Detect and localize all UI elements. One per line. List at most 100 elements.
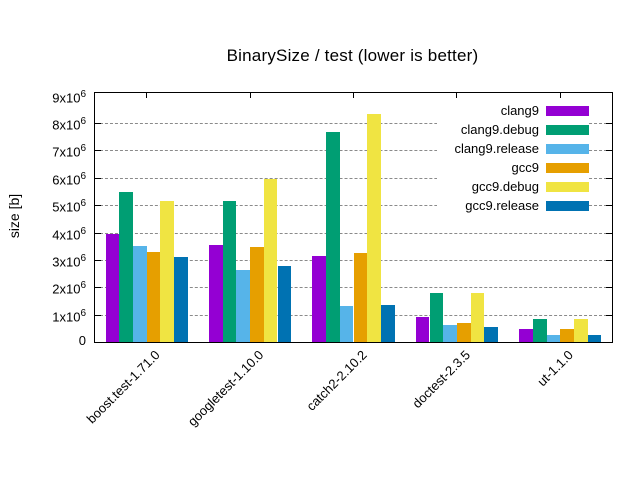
bar-gcc9.release-boost.test-1.71.0 [174,257,188,342]
y-tick-mark [606,177,612,179]
y-tick-label: 2x106 [52,280,86,297]
y-tick-mark [606,259,612,261]
x-tick-mark-top [249,93,251,98]
legend-swatch [546,162,589,173]
y-tick-mark [606,314,612,316]
gridline-5 [95,205,612,207]
legend-swatch [546,200,589,211]
legend-label: clang9 [500,103,539,118]
y-tick-mark [95,259,101,261]
legend-entry-gcc9.debug: gcc9.debug [443,177,589,196]
legend-label: gcc9.release [465,198,539,213]
legend-swatch [546,181,589,192]
plot-area: clang9 clang9.debug clang9.release gcc9 gcc9… [94,92,613,343]
bar-clang9.debug-boost.test-1.71.0 [119,192,133,342]
bar-gcc9-catch2-2.10.2 [353,253,368,342]
legend-label: clang9.release [454,141,539,156]
y-tick-label: 4x106 [52,225,86,242]
legend-swatch [546,105,589,116]
bar-gcc9-boost.test-1.71.0 [146,252,161,342]
y-tick-mark [606,150,612,152]
y-tick-exponent: 6 [80,280,86,292]
y-tick-label: 7x106 [52,143,86,160]
x-tick-mark-top [559,93,561,98]
y-tick-label: 5x106 [52,198,86,215]
y-tick-exponent: 6 [80,170,86,182]
bar-clang9.debug-doctest-2.3.5 [429,293,444,342]
y-tick-mark [606,205,612,207]
bar-gcc9.debug-googletest-1.10.0 [263,178,278,342]
bar-gcc9.debug-boost.test-1.71.0 [160,201,175,342]
bar-clang9-boost.test-1.71.0 [105,233,120,342]
gridline-7 [95,150,612,152]
y-tick-exponent: 6 [80,116,86,128]
y-tick-exponent: 6 [80,198,86,210]
bar-clang9.debug-catch2-2.10.2 [326,132,340,342]
bar-clang9.release-ut-1.1.0 [546,334,561,342]
legend-entry-clang9.debug: clang9.debug [443,120,589,139]
bar-clang9.release-googletest-1.10.0 [236,270,251,342]
bar-gcc9-doctest-2.3.5 [456,322,471,342]
y-tick-exponent: 6 [80,307,86,319]
legend-swatch [546,143,589,154]
y-tick-label: 6x106 [52,170,86,188]
x-tick-mark-top [146,93,148,98]
y-tick-mark [95,232,101,234]
y-tick-label: 3x106 [52,252,86,270]
y-tick-label: 0 [78,333,86,348]
legend-entry-gcc9.release: gcc9.release [443,196,589,215]
bar-gcc9.release-googletest-1.10.0 [277,266,292,342]
y-tick-mark [95,287,101,289]
bar-gcc9.debug-ut-1.1.0 [574,319,588,342]
y-tick-mark [606,287,612,289]
y-tick-mark [95,314,101,316]
y-tick-mark [95,177,101,179]
legend-label: gcc9 [511,160,539,175]
bar-clang9-catch2-2.10.2 [312,255,327,342]
bar-gcc9.release-catch2-2.10.2 [380,305,395,342]
x-tick-label: boost.test-1.71.0 [83,347,163,427]
x-tick-label: googletest-1.10.0 [184,347,266,429]
legend-entry-gcc9: gcc9 [443,158,589,177]
legend: clang9 clang9.debug clang9.release gcc9 gcc9… [437,100,589,216]
bar-gcc9-ut-1.1.0 [560,329,574,342]
y-tick-mark [95,205,101,207]
bar-clang9-doctest-2.3.5 [415,316,430,342]
legend-entry-clang9: clang9 [443,101,589,120]
legend-label: clang9.debug [460,122,539,137]
x-tick-label: ut-1.1.0 [534,347,577,390]
y-tick-exponent: 6 [80,225,86,237]
x-tick-label: doctest-2.3.5 [409,347,473,412]
gridline-4 [95,232,612,234]
bar-gcc9-googletest-1.10.0 [250,246,264,342]
bar-clang9.release-doctest-2.3.5 [443,325,457,342]
y-tick-exponent: 6 [80,252,86,264]
bar-clang9.debug-ut-1.1.0 [532,319,547,342]
chart-title: BinarySize / test (lower is better) [226,46,479,65]
bar-clang9-googletest-1.10.0 [209,245,223,342]
bar-clang9.debug-googletest-1.10.0 [222,200,237,342]
x-tick-label: catch2-2.10.2 [303,347,370,414]
gridline-6 [95,177,612,179]
y-tick-mark [606,123,612,125]
legend-label: gcc9.debug [471,179,539,194]
x-tick-mark-top [353,93,354,98]
bar-clang9-ut-1.1.0 [519,328,533,342]
y-tick-exponent: 6 [80,88,86,100]
bar-gcc9.release-doctest-2.3.5 [484,327,498,342]
y-tick-label: 8x106 [52,116,86,133]
gridline-8 [95,123,612,125]
bar-gcc9.debug-doctest-2.3.5 [470,293,485,342]
y-tick-mark [95,123,101,125]
bar-clang9.release-catch2-2.10.2 [339,306,354,342]
y-tick-label: 9x106 [52,88,86,106]
x-tick-mark-top [456,93,458,98]
legend-swatch [546,124,589,135]
y-tick-mark [95,150,101,152]
bar-clang9.release-boost.test-1.71.0 [133,246,147,342]
y-tick-label: 1x106 [52,307,86,324]
legend-entry-clang9.release: clang9.release [443,139,589,158]
bar-gcc9.debug-catch2-2.10.2 [367,113,381,342]
y-tick-mark [606,232,612,234]
